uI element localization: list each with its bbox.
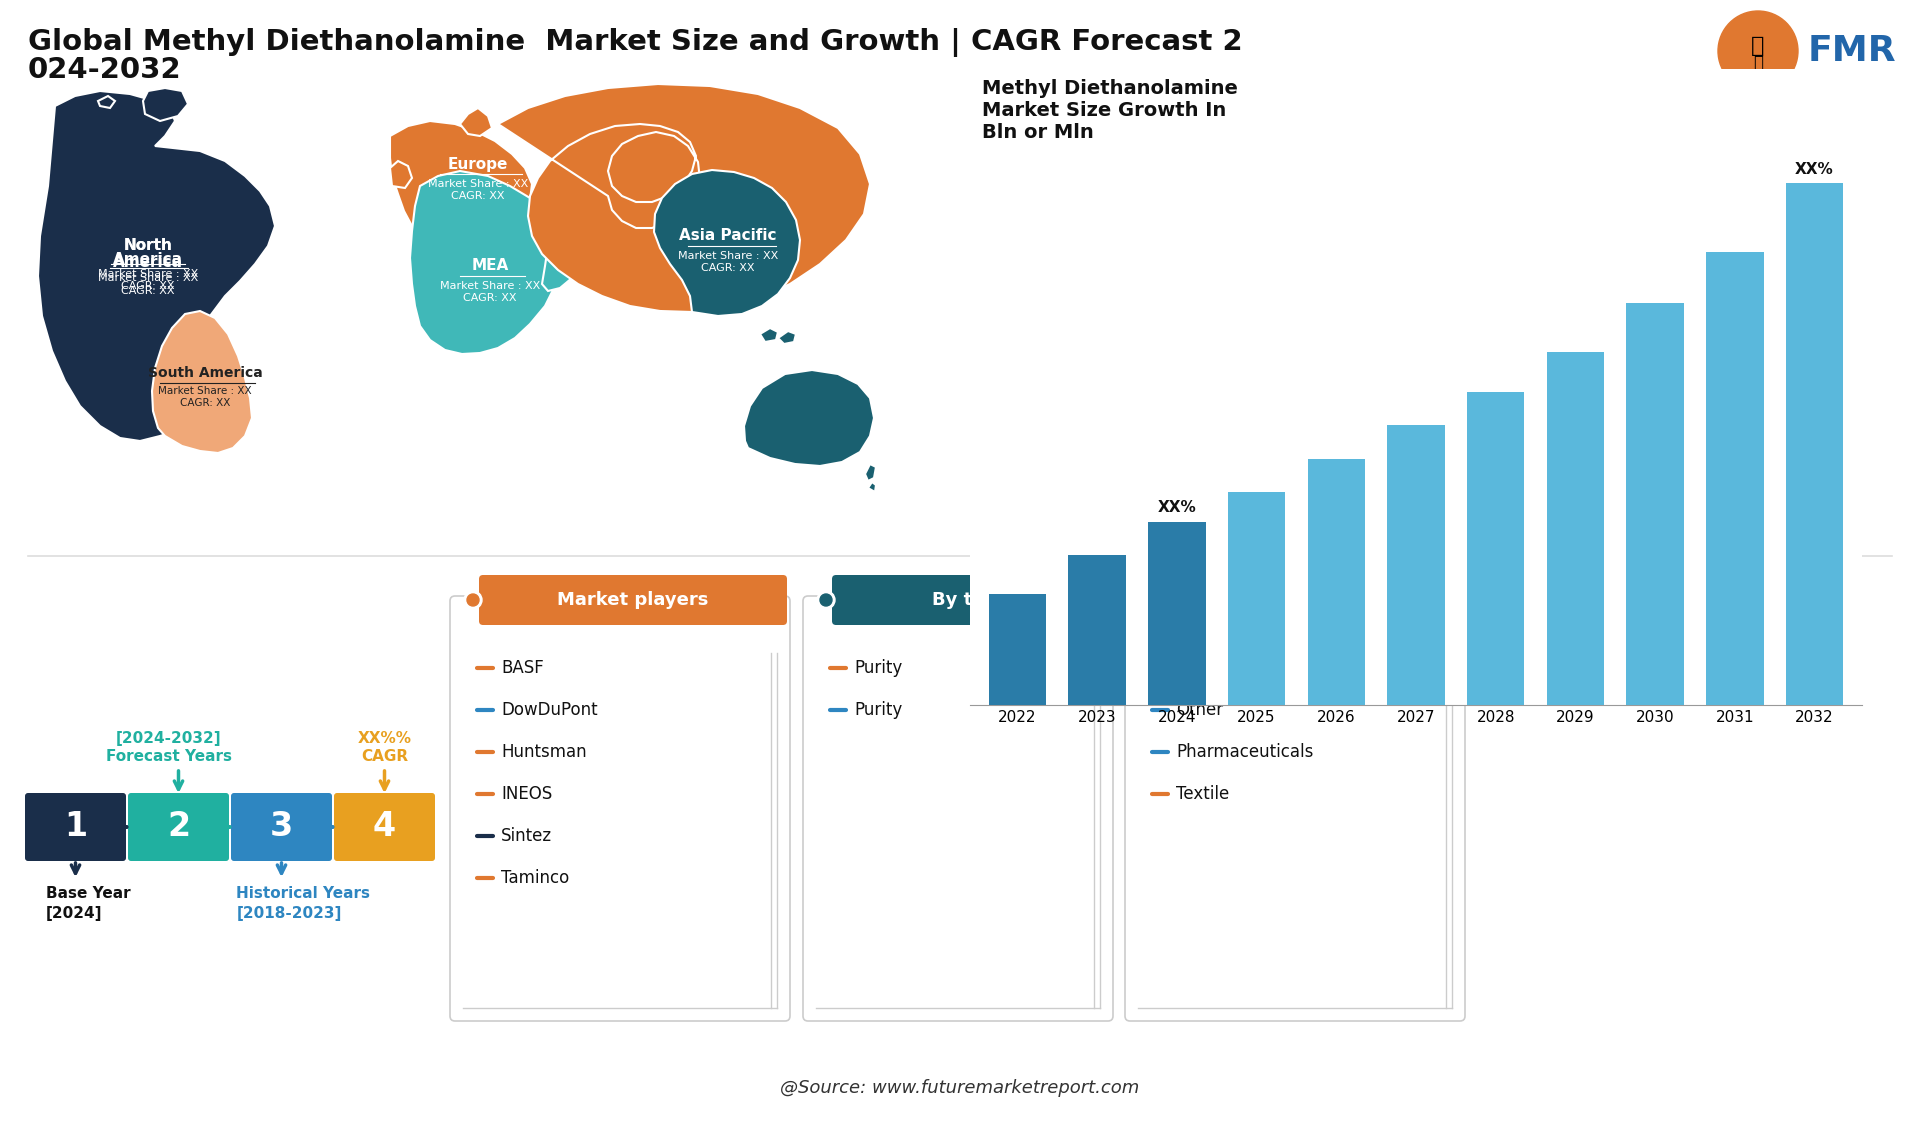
FancyBboxPatch shape bbox=[129, 793, 228, 861]
Polygon shape bbox=[390, 121, 532, 250]
Polygon shape bbox=[541, 226, 580, 291]
Text: Base Year: Base Year bbox=[46, 886, 131, 901]
Text: DowDuPont: DowDuPont bbox=[501, 701, 597, 719]
Text: 👤: 👤 bbox=[1751, 36, 1764, 56]
Polygon shape bbox=[655, 170, 801, 316]
Polygon shape bbox=[142, 88, 188, 121]
Text: MEA: MEA bbox=[472, 259, 509, 274]
Bar bbox=[989, 594, 1046, 705]
Text: Global Methyl Diethanolamine  Market Size and Growth | CAGR Forecast 2: Global Methyl Diethanolamine Market Size… bbox=[29, 28, 1242, 57]
Polygon shape bbox=[497, 84, 870, 312]
Text: Market Share : XX: Market Share : XX bbox=[157, 386, 252, 397]
Text: FMR: FMR bbox=[1809, 34, 1897, 68]
Polygon shape bbox=[98, 96, 115, 108]
Text: Other: Other bbox=[1175, 701, 1223, 719]
Text: Purity: Purity bbox=[854, 701, 902, 719]
Text: America: America bbox=[113, 252, 182, 267]
Text: XX%: XX% bbox=[1795, 162, 1834, 176]
Text: South America: South America bbox=[148, 366, 263, 380]
Text: Purity: Purity bbox=[854, 659, 902, 677]
Polygon shape bbox=[745, 370, 874, 466]
FancyBboxPatch shape bbox=[478, 575, 787, 625]
Text: Market Share : XX: Market Share : XX bbox=[98, 269, 198, 278]
Bar bbox=[1786, 183, 1843, 705]
Text: Market Share : XX: Market Share : XX bbox=[440, 281, 540, 291]
Bar bbox=[1229, 492, 1284, 705]
Polygon shape bbox=[868, 482, 876, 492]
Text: CAGR: XX: CAGR: XX bbox=[121, 281, 175, 291]
Bar bbox=[1548, 352, 1603, 705]
Text: Market Share : XX: Market Share : XX bbox=[428, 179, 528, 189]
FancyBboxPatch shape bbox=[334, 793, 436, 861]
Text: XX%: XX% bbox=[1158, 500, 1196, 515]
Text: Gas: Gas bbox=[1175, 659, 1208, 677]
Text: CAGR: CAGR bbox=[361, 749, 409, 764]
Text: [2024]: [2024] bbox=[46, 906, 102, 921]
Text: Forecast Years: Forecast Years bbox=[106, 749, 232, 764]
Text: BASF: BASF bbox=[501, 659, 543, 677]
FancyBboxPatch shape bbox=[449, 596, 789, 1021]
Polygon shape bbox=[778, 331, 797, 344]
Bar bbox=[1388, 425, 1444, 705]
Text: CAGR: XX: CAGR: XX bbox=[180, 398, 230, 408]
Text: 🔭: 🔭 bbox=[1753, 54, 1763, 72]
Text: Textile: Textile bbox=[1175, 785, 1229, 803]
Text: Market players: Market players bbox=[557, 591, 708, 609]
Text: North: North bbox=[123, 238, 173, 253]
Polygon shape bbox=[411, 171, 563, 354]
Text: By application: By application bbox=[1236, 591, 1380, 609]
Circle shape bbox=[467, 594, 478, 606]
Text: CAGR: XX: CAGR: XX bbox=[451, 191, 505, 201]
Text: 2: 2 bbox=[167, 810, 190, 843]
Polygon shape bbox=[760, 328, 778, 342]
Bar bbox=[1308, 458, 1365, 705]
Circle shape bbox=[1718, 11, 1797, 91]
Text: CAGR: XX: CAGR: XX bbox=[463, 293, 516, 303]
Text: [2018-2023]: [2018-2023] bbox=[236, 906, 342, 921]
Text: CAGR: XX: CAGR: XX bbox=[701, 262, 755, 273]
Text: Taminco: Taminco bbox=[501, 869, 568, 887]
Text: Market Share : XX: Market Share : XX bbox=[98, 273, 198, 283]
FancyBboxPatch shape bbox=[25, 793, 127, 861]
FancyBboxPatch shape bbox=[1125, 596, 1465, 1021]
Text: XX%%: XX%% bbox=[357, 731, 411, 746]
Text: Asia Pacific: Asia Pacific bbox=[680, 228, 778, 243]
Text: 4: 4 bbox=[372, 810, 396, 843]
Polygon shape bbox=[38, 91, 275, 441]
Text: 1: 1 bbox=[63, 810, 86, 843]
Circle shape bbox=[818, 591, 835, 609]
Bar bbox=[1626, 304, 1684, 705]
Bar bbox=[1467, 392, 1524, 705]
Text: CAGR: XX: CAGR: XX bbox=[121, 286, 175, 296]
Circle shape bbox=[1139, 591, 1158, 609]
Text: INEOS: INEOS bbox=[501, 785, 553, 803]
Circle shape bbox=[465, 591, 482, 609]
Text: Pharmaceuticals: Pharmaceuticals bbox=[1175, 743, 1313, 761]
Text: Methyl Diethanolamine
Market Size Growth In
Bln or Mln: Methyl Diethanolamine Market Size Growth… bbox=[981, 79, 1236, 142]
Text: 3: 3 bbox=[271, 810, 294, 843]
Polygon shape bbox=[461, 108, 492, 136]
FancyBboxPatch shape bbox=[831, 575, 1110, 625]
Text: @Source: www.futuremarketreport.com: @Source: www.futuremarketreport.com bbox=[780, 1080, 1140, 1097]
Bar bbox=[1707, 252, 1764, 705]
Text: Market Share : XX: Market Share : XX bbox=[678, 251, 778, 261]
Text: [2024-2032]: [2024-2032] bbox=[115, 731, 221, 746]
Polygon shape bbox=[866, 464, 876, 481]
Text: By type: By type bbox=[933, 591, 1010, 609]
Text: Sintez: Sintez bbox=[501, 827, 553, 845]
Bar bbox=[1068, 555, 1125, 705]
Bar bbox=[1148, 521, 1206, 705]
Circle shape bbox=[1142, 594, 1154, 606]
Text: Europe: Europe bbox=[447, 157, 509, 172]
Polygon shape bbox=[390, 160, 413, 188]
Polygon shape bbox=[152, 311, 252, 453]
FancyBboxPatch shape bbox=[230, 793, 332, 861]
Circle shape bbox=[820, 594, 831, 606]
Text: Huntsman: Huntsman bbox=[501, 743, 588, 761]
Text: 024-2032: 024-2032 bbox=[29, 56, 182, 84]
Text: Historical Years: Historical Years bbox=[236, 886, 371, 901]
Text: North
America: North America bbox=[113, 238, 182, 270]
FancyBboxPatch shape bbox=[1154, 575, 1461, 625]
FancyBboxPatch shape bbox=[803, 596, 1114, 1021]
